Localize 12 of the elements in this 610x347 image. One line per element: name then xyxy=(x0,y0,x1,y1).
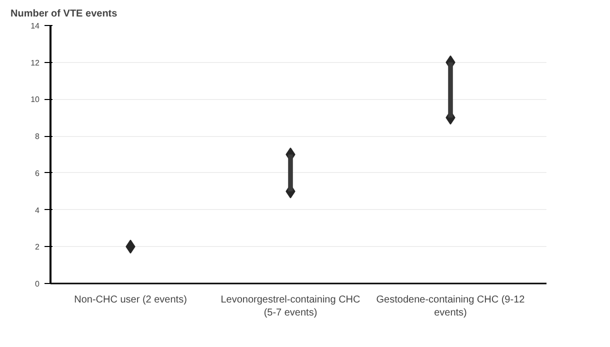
y-tick-label: 10 xyxy=(30,95,40,104)
y-tick-label: 12 xyxy=(30,58,40,68)
x-tick-label: Levonorgestrel-containing CHC (5-7 events) xyxy=(220,294,360,319)
y-tick-label: 14 xyxy=(30,22,40,30)
y-axis-title: Number of VTE events xyxy=(10,8,118,20)
y-tick-label: 6 xyxy=(35,168,40,178)
y-tick-label: 8 xyxy=(35,132,40,142)
x-tick-label: Non-CHC user (2 events) xyxy=(74,294,187,306)
y-tick-label: 4 xyxy=(35,206,40,215)
y-tick-label: 0 xyxy=(35,280,40,288)
y-tick-label: 2 xyxy=(35,242,40,252)
x-tick-label: Gestodene-containing CHC (9-12 events) xyxy=(376,294,526,319)
